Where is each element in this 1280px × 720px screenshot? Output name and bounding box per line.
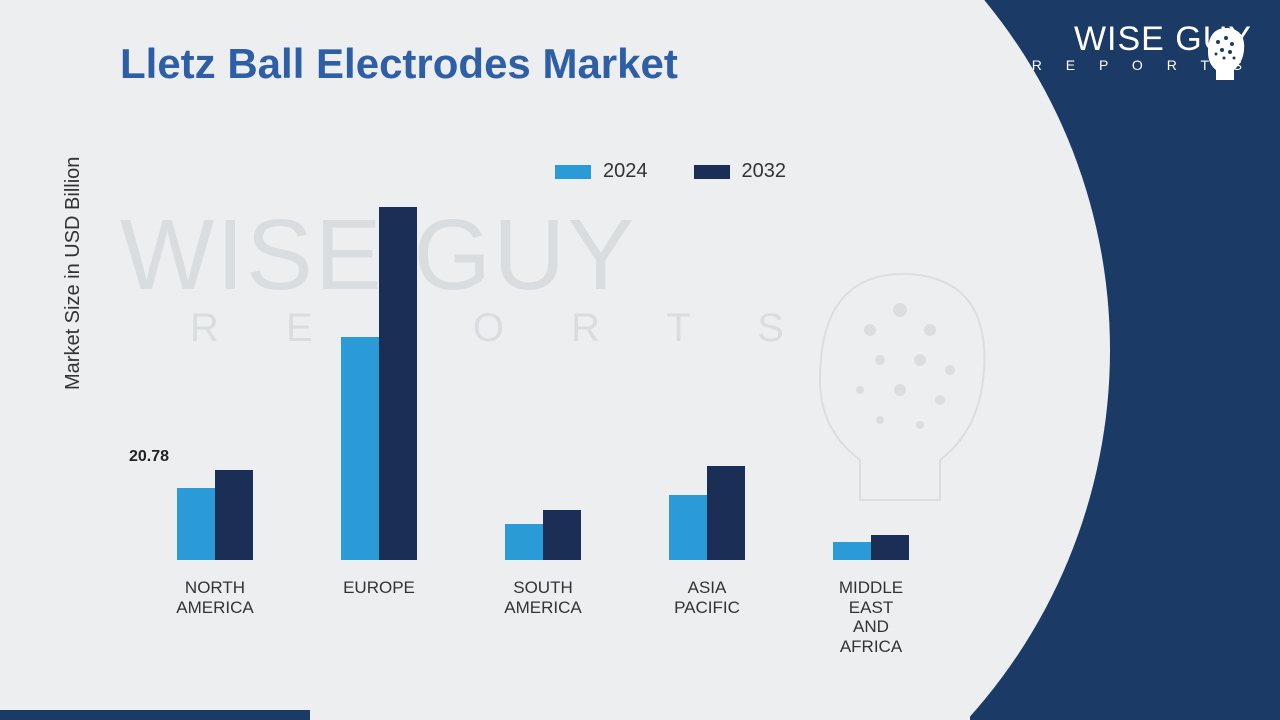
y-axis-label: Market Size in USD Billion xyxy=(62,157,85,390)
bar xyxy=(707,466,745,560)
bar xyxy=(341,337,379,560)
x-tick-label: ASIAPACIFIC xyxy=(632,578,782,617)
bar-chart: 20.78 xyxy=(100,200,960,580)
legend-swatch xyxy=(694,165,730,179)
bar xyxy=(177,488,215,560)
bar xyxy=(543,510,581,560)
chart-title: Lletz Ball Electrodes Market xyxy=(120,40,678,88)
legend-swatch xyxy=(555,165,591,179)
x-tick-label: EUROPE xyxy=(304,578,454,598)
bar xyxy=(871,535,909,560)
bar xyxy=(833,542,871,560)
bar xyxy=(379,207,417,560)
legend: 2024 2032 xyxy=(555,160,786,183)
bar-group xyxy=(796,535,946,560)
x-tick-label: NORTHAMERICA xyxy=(140,578,290,617)
legend-label: 2032 xyxy=(742,160,787,183)
bar xyxy=(505,524,543,560)
bar xyxy=(215,470,253,560)
legend-item: 2032 xyxy=(694,160,787,183)
x-tick-label: MIDDLEEASTANDAFRICA xyxy=(796,578,946,656)
bar-group xyxy=(140,470,290,560)
bottom-accent-bar xyxy=(0,710,310,720)
bar-group xyxy=(468,510,618,560)
page: Lletz Ball Electrodes Market WISE GUY R … xyxy=(0,0,1280,720)
head-dots-icon xyxy=(1198,22,1248,82)
x-axis-labels: NORTHAMERICA EUROPE SOUTHAMERICA ASIAPACIFI… xyxy=(140,578,1000,698)
bar-group xyxy=(304,207,454,560)
bar xyxy=(669,495,707,560)
legend-item: 2024 xyxy=(555,160,648,183)
x-tick-label: SOUTHAMERICA xyxy=(468,578,618,617)
bar-group xyxy=(632,466,782,560)
data-annotation: 20.78 xyxy=(129,448,169,466)
legend-label: 2024 xyxy=(603,160,648,183)
brand-logo: WISE GUY R E P O R T S xyxy=(1032,20,1252,73)
plot-area xyxy=(140,200,960,560)
